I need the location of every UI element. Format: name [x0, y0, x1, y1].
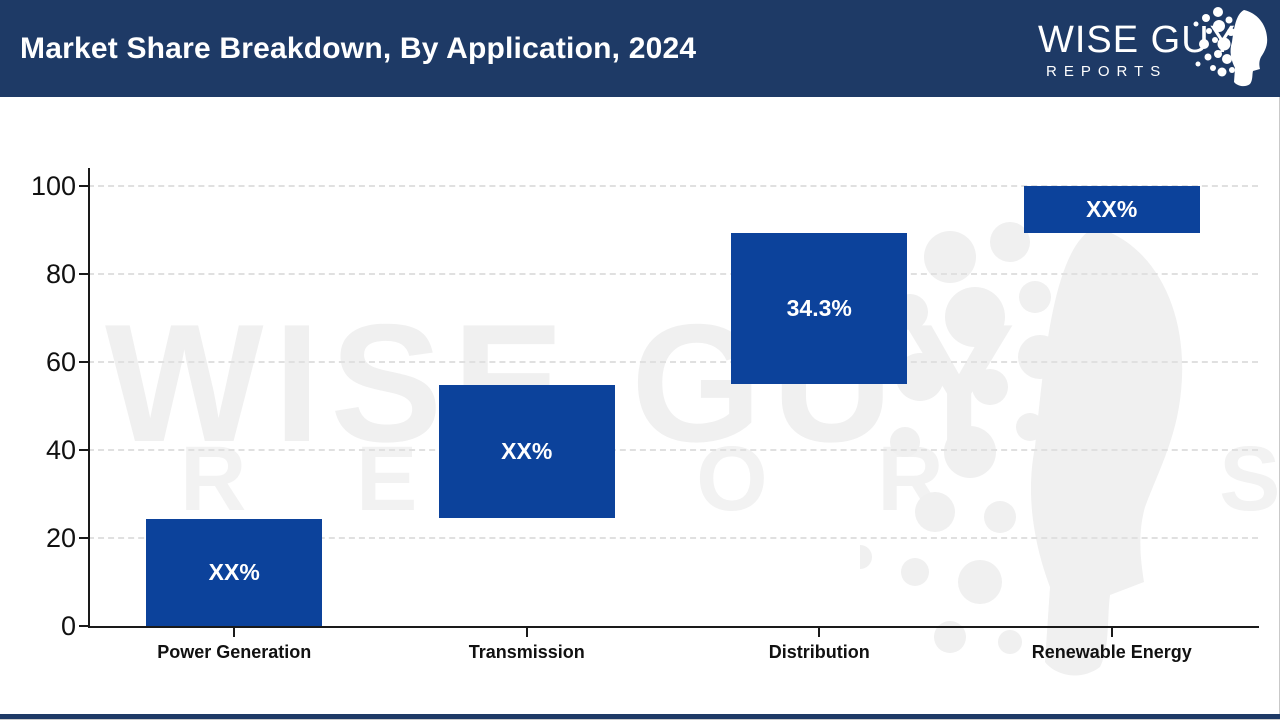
x-tick-0 — [233, 628, 236, 637]
bar-value-label: XX% — [1086, 195, 1138, 222]
x-axis-label-0: Power Generation — [157, 642, 312, 662]
footer-accent-bar — [0, 714, 1280, 719]
bar-value-label: XX% — [208, 558, 260, 585]
watermark-head-dots-icon — [860, 222, 1183, 676]
y-axis-line — [88, 168, 90, 628]
logo-head-dots-icon — [1193, 7, 1237, 77]
wise-guy-reports-logo: WISE GUY REPORTS — [1038, 7, 1268, 87]
bar-power-generation: XX% — [146, 518, 323, 626]
gridline-y-20 — [88, 537, 1258, 539]
gridline-y-100 — [88, 185, 1258, 187]
bar-transmission: XX% — [438, 385, 615, 518]
bar-renewable-energy: XX% — [1023, 186, 1200, 233]
x-axis-label-2: Distribution — [768, 642, 870, 662]
bar-value-label: 34.3% — [786, 295, 852, 322]
y-tick-label-0: 0 — [60, 611, 76, 641]
x-tick-2 — [818, 628, 821, 637]
x-tick-1 — [525, 628, 528, 637]
chart-area: WISE GUY R E P O R T S 0 20 40 60 80 100 XX% Po… — [0, 97, 1280, 715]
y-tick-20 — [79, 537, 88, 539]
gridline-y-80 — [88, 273, 1258, 275]
bar-distribution: 34.3% — [731, 233, 908, 384]
y-tick-40 — [79, 449, 88, 451]
y-tick-label-20: 20 — [45, 523, 76, 553]
logo-face-profile-icon — [1230, 10, 1268, 87]
header-band: Market Share Breakdown, By Application, … — [0, 0, 1280, 97]
x-tick-3 — [1110, 628, 1113, 637]
y-tick-label-100: 100 — [30, 171, 76, 201]
y-tick-0 — [79, 625, 88, 627]
bar-value-label: XX% — [501, 438, 553, 465]
y-tick-label-80: 80 — [45, 259, 76, 289]
page-title: Market Share Breakdown, By Application, … — [20, 31, 697, 65]
gridline-y-40 — [88, 449, 1258, 451]
logo-wordmark-line2: REPORTS — [1046, 63, 1167, 80]
x-axis-label-1: Transmission — [468, 642, 585, 662]
y-tick-label-40: 40 — [45, 435, 76, 465]
y-tick-60 — [79, 361, 88, 363]
y-tick-label-60: 60 — [45, 347, 76, 377]
gridline-y-60 — [88, 361, 1258, 363]
y-tick-100 — [79, 185, 88, 187]
x-axis-label-3: Renewable Energy — [1031, 642, 1192, 662]
x-axis-line — [88, 626, 1259, 628]
y-tick-80 — [79, 273, 88, 275]
